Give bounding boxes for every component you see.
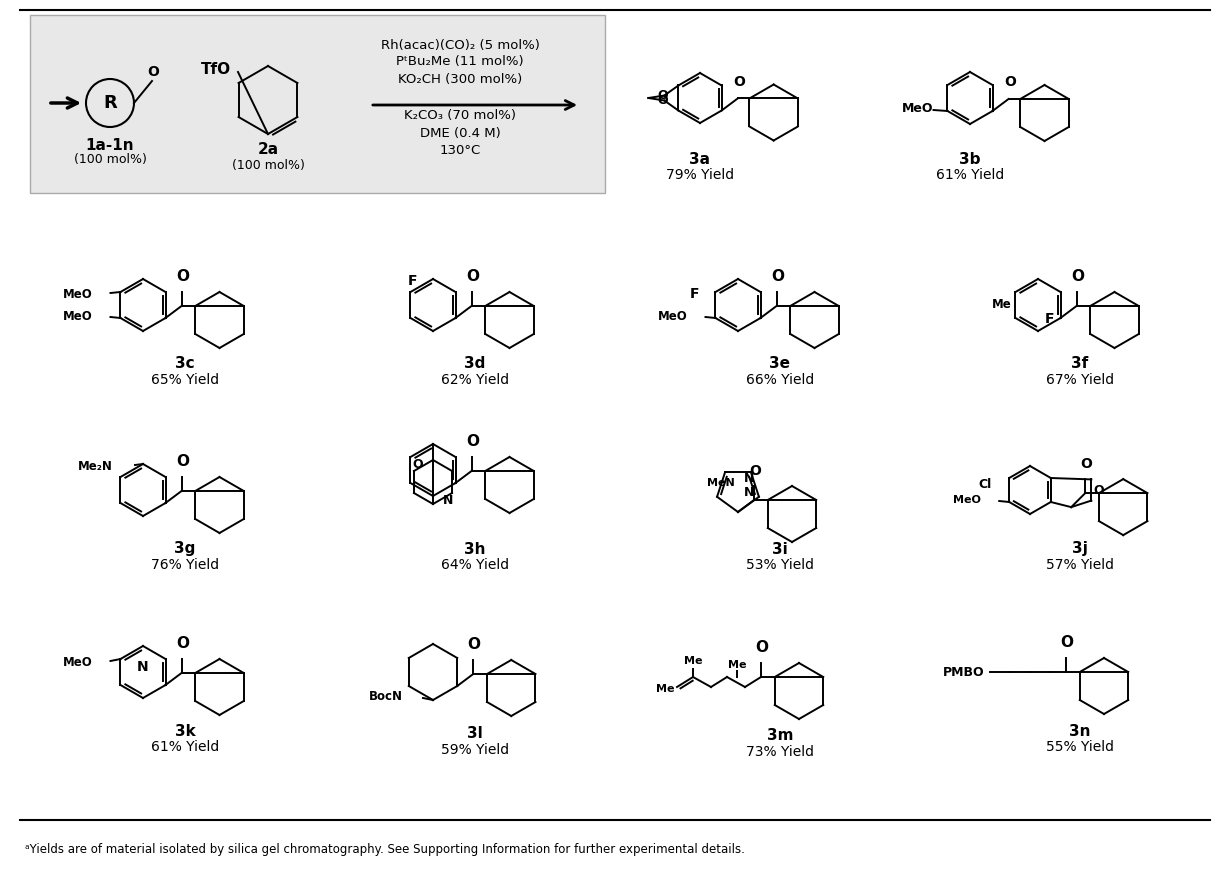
Text: O: O [147, 65, 158, 79]
Text: 59% Yield: 59% Yield [441, 743, 510, 757]
Text: O: O [755, 640, 769, 655]
Text: 2a: 2a [258, 142, 279, 158]
Text: MeO: MeO [63, 288, 92, 300]
Text: 3m: 3m [766, 728, 793, 744]
Text: O: O [465, 269, 479, 284]
Text: MeO: MeO [901, 102, 933, 116]
Text: R: R [103, 94, 117, 112]
Text: O: O [465, 434, 479, 449]
Text: K₂CO₃ (70 mol%): K₂CO₃ (70 mol%) [404, 109, 516, 123]
Text: 3a: 3a [689, 151, 711, 167]
Text: N: N [744, 487, 754, 499]
Text: 66% Yield: 66% Yield [745, 373, 814, 387]
Text: F: F [1045, 312, 1055, 326]
Text: TfO: TfO [201, 63, 231, 77]
Text: 3d: 3d [464, 357, 486, 372]
Text: 3f: 3f [1071, 357, 1089, 372]
Text: (100 mol%): (100 mol%) [232, 159, 305, 171]
Text: 62% Yield: 62% Yield [441, 373, 510, 387]
Text: F: F [690, 287, 700, 301]
Text: 3j: 3j [1072, 541, 1088, 556]
Text: Me₂N: Me₂N [79, 460, 113, 472]
Text: O: O [1005, 75, 1017, 89]
Text: 1a-1n: 1a-1n [86, 137, 134, 152]
Text: 57% Yield: 57% Yield [1046, 558, 1114, 572]
Text: MeO: MeO [63, 309, 92, 323]
Text: 61% Yield: 61% Yield [936, 168, 1005, 182]
Text: 3c: 3c [176, 357, 195, 372]
Text: O: O [413, 458, 422, 470]
Text: MeO: MeO [63, 657, 92, 669]
Text: PᵗBu₂Me (11 mol%): PᵗBu₂Me (11 mol%) [397, 56, 524, 68]
Text: 3e: 3e [770, 357, 791, 372]
Text: O: O [176, 269, 189, 284]
Text: O: O [468, 637, 480, 652]
Text: O: O [1093, 484, 1104, 496]
Text: MeO: MeO [953, 495, 981, 505]
Text: Me: Me [728, 660, 747, 670]
Text: Me: Me [656, 684, 674, 694]
Text: 130°C: 130°C [440, 143, 480, 157]
Text: ᵃYields are of material isolated by silica gel chromatography. See Supporting In: ᵃYields are of material isolated by sili… [25, 843, 745, 856]
Text: O: O [749, 464, 761, 478]
Text: 3b: 3b [959, 151, 981, 167]
Text: Cl: Cl [977, 478, 991, 490]
Text: N: N [138, 660, 149, 674]
Text: O: O [657, 94, 668, 107]
Text: F: F [408, 274, 418, 288]
Text: 79% Yield: 79% Yield [666, 168, 734, 182]
Text: 3h: 3h [464, 541, 486, 556]
Text: 76% Yield: 76% Yield [151, 558, 219, 572]
Text: Rh(acac)(CO)₂ (5 mol%): Rh(acac)(CO)₂ (5 mol%) [381, 39, 539, 51]
Text: (100 mol%): (100 mol%) [74, 153, 146, 167]
Text: BocN: BocN [368, 690, 403, 702]
Text: N: N [744, 471, 754, 485]
Text: KO₂CH (300 mol%): KO₂CH (300 mol%) [398, 73, 522, 85]
Text: O: O [733, 74, 745, 89]
FancyBboxPatch shape [29, 15, 605, 193]
Text: 64% Yield: 64% Yield [441, 558, 510, 572]
Text: 53% Yield: 53% Yield [745, 558, 814, 572]
Text: 3n: 3n [1070, 723, 1090, 738]
Text: N: N [443, 494, 453, 506]
Text: 73% Yield: 73% Yield [745, 745, 814, 759]
Text: DME (0.4 M): DME (0.4 M) [420, 126, 500, 140]
Text: Me: Me [684, 656, 702, 666]
Text: 67% Yield: 67% Yield [1046, 373, 1114, 387]
Text: O: O [1061, 635, 1073, 650]
Text: Me: Me [991, 297, 1012, 311]
Text: O: O [657, 89, 668, 102]
Text: MeN: MeN [707, 478, 734, 487]
Text: 3g: 3g [174, 541, 195, 556]
Text: 3l: 3l [467, 727, 483, 742]
Text: 55% Yield: 55% Yield [1046, 740, 1114, 754]
Text: O: O [176, 454, 189, 469]
Text: MeO: MeO [658, 309, 688, 323]
Text: O: O [771, 269, 783, 284]
Text: PMBO: PMBO [943, 666, 985, 678]
Text: 3i: 3i [772, 541, 788, 556]
Text: 61% Yield: 61% Yield [151, 740, 219, 754]
Text: O: O [1081, 457, 1092, 471]
Text: O: O [1071, 269, 1084, 284]
Text: 65% Yield: 65% Yield [151, 373, 219, 387]
Text: O: O [176, 636, 189, 651]
Text: 3k: 3k [174, 723, 195, 738]
